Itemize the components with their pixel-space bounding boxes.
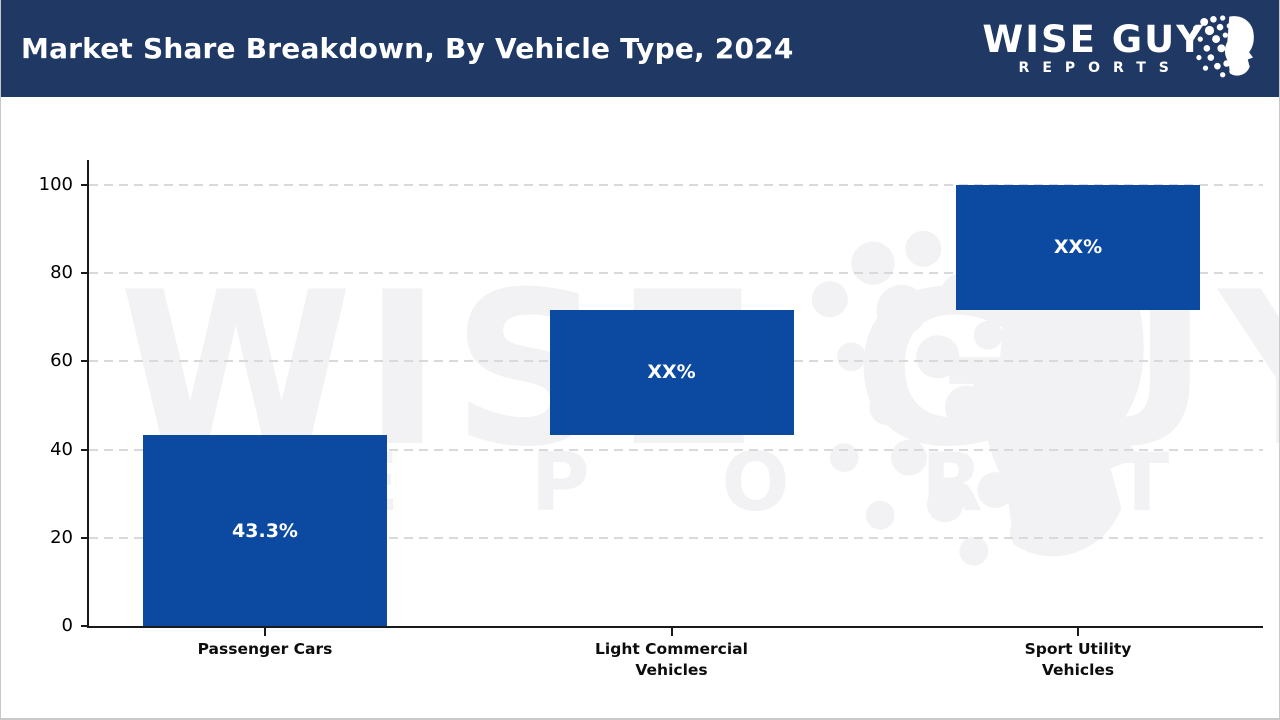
bar-1: 43.3% [143, 435, 387, 626]
gridline [89, 184, 1263, 186]
bar-value-label: XX% [1053, 236, 1103, 259]
y-axis-line [87, 160, 89, 628]
brand-logo-wiseguy: WISE GUY [982, 17, 1205, 61]
y-tick-mark [81, 625, 89, 627]
brand-logo-reports: REPORTS [1018, 59, 1182, 76]
y-tick-mark [81, 448, 89, 451]
header-banner: Market Share Breakdown, By Vehicle Type,… [1, 0, 1279, 97]
y-tick-label: 100 [38, 174, 73, 195]
x-tick-mark [670, 628, 673, 636]
x-category-label: Passenger Cars [197, 640, 333, 658]
x-axis-line [87, 626, 1263, 628]
y-tick-mark [81, 184, 89, 186]
bar-value-label: 43.3% [232, 519, 298, 542]
x-tick-mark [1077, 628, 1079, 636]
bar-value-label: XX% [647, 361, 696, 384]
y-tick-label: 80 [50, 262, 73, 284]
brand-logo-text: WISE GUY REPORTS [982, 17, 1205, 77]
bar-2: XX% [549, 309, 794, 436]
gridline [89, 536, 1263, 539]
y-tick-mark [81, 272, 89, 275]
y-tick-label: 20 [50, 526, 73, 548]
brand-logo: WISE GUY REPORTS [982, 14, 1279, 83]
y-tick-mark [81, 360, 89, 363]
x-category-label: Light Commercial Vehicles [595, 640, 748, 679]
y-tick-label: 40 [50, 438, 73, 460]
x-category-label: Sport Utility Vehicles [1024, 640, 1132, 679]
y-tick-label: 60 [50, 350, 73, 372]
gridline [89, 272, 1263, 275]
page-title: Market Share Breakdown, By Vehicle Type,… [21, 32, 794, 65]
bar-3: XX% [956, 185, 1200, 310]
y-tick-mark [81, 536, 89, 539]
gridline [89, 448, 1263, 451]
brand-logo-face-icon [1192, 14, 1254, 77]
x-tick-mark [264, 628, 266, 636]
y-tick-label: 0 [61, 615, 73, 636]
